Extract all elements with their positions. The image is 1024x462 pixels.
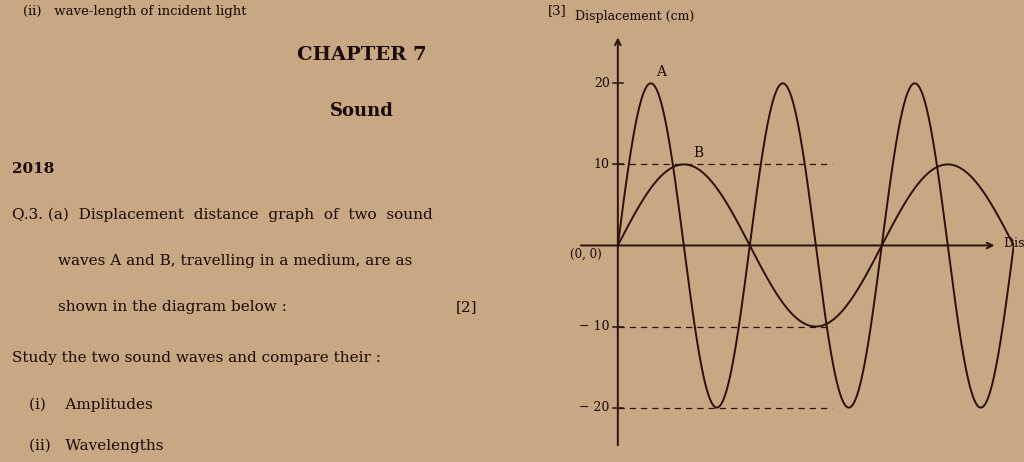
Text: B: B <box>693 146 703 160</box>
Text: [2]: [2] <box>456 300 477 314</box>
Text: shown in the diagram below :: shown in the diagram below : <box>58 300 288 314</box>
Text: Study the two sound waves and compare their :: Study the two sound waves and compare th… <box>11 351 381 365</box>
Text: [3]: [3] <box>548 5 566 18</box>
Text: CHAPTER 7: CHAPTER 7 <box>297 46 427 64</box>
Text: − 20: − 20 <box>580 401 609 414</box>
Text: Sound: Sound <box>330 102 394 120</box>
Text: Q.3. (a)  Displacement  distance  graph  of  two  sound: Q.3. (a) Displacement distance graph of … <box>11 208 432 222</box>
Text: waves A and B, travelling in a medium, are as: waves A and B, travelling in a medium, a… <box>58 254 413 268</box>
Text: Distance (cm): Distance (cm) <box>1004 237 1024 249</box>
Text: A: A <box>655 65 666 79</box>
Text: − 10: − 10 <box>579 320 609 333</box>
Text: (ii)   Wavelengths: (ii) Wavelengths <box>29 439 164 453</box>
Text: (ii)   wave-length of incident light: (ii) wave-length of incident light <box>24 5 247 18</box>
Text: (0, 0): (0, 0) <box>570 248 602 261</box>
Text: Displacement (cm): Displacement (cm) <box>574 10 694 23</box>
Text: 10: 10 <box>594 158 609 171</box>
Text: 2018: 2018 <box>11 162 54 176</box>
Text: 20: 20 <box>594 77 609 90</box>
Text: (i)    Amplitudes: (i) Amplitudes <box>29 397 153 412</box>
